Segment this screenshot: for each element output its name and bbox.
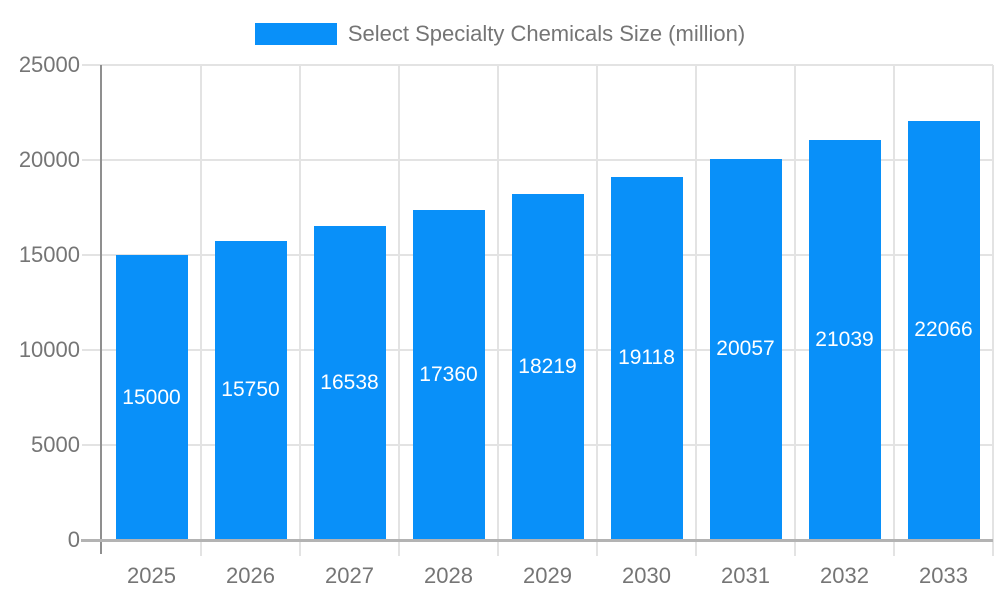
x-axis-line xyxy=(81,539,993,542)
gridline-vertical xyxy=(695,65,697,556)
gridline-horizontal xyxy=(82,159,993,161)
bar xyxy=(907,120,980,540)
y-axis-line xyxy=(100,65,102,554)
bar xyxy=(808,140,881,540)
bar xyxy=(313,225,386,540)
bar-value-label: 19118 xyxy=(618,346,675,370)
bar xyxy=(115,255,188,540)
gridline-vertical xyxy=(299,65,301,556)
gridline-vertical xyxy=(794,65,796,556)
x-axis-tick-label: 2029 xyxy=(523,563,572,588)
gridline-vertical xyxy=(497,65,499,556)
y-axis-tick-label: 25000 xyxy=(18,52,80,77)
legend-label: Select Specialty Chemicals Size (million… xyxy=(347,21,746,46)
x-axis-tick-label: 2027 xyxy=(325,563,374,588)
bar xyxy=(412,210,485,540)
bar-value-label: 15750 xyxy=(221,378,280,402)
gridline-vertical xyxy=(200,65,202,556)
bar-value-label: 15000 xyxy=(122,385,181,409)
bar-value-label: 17360 xyxy=(419,363,478,387)
x-axis-tick-label: 2033 xyxy=(919,563,968,588)
legend-item[interactable]: Select Specialty Chemicals Size (million… xyxy=(254,21,746,47)
gridline-vertical xyxy=(893,65,895,556)
bar-value-label: 22066 xyxy=(914,318,973,342)
bar-value-label: 18219 xyxy=(518,354,577,378)
x-axis-tick-label: 2031 xyxy=(721,563,770,588)
x-axis-tick-label: 2030 xyxy=(622,563,671,588)
x-axis-tick-label: 2025 xyxy=(127,563,176,588)
y-axis-tick-label: 15000 xyxy=(18,242,80,267)
bar xyxy=(709,158,782,540)
gridline-vertical xyxy=(398,65,400,556)
bar-value-label: 21039 xyxy=(815,328,874,352)
gridline-vertical xyxy=(596,65,598,556)
y-axis-tick-label: 5000 xyxy=(31,432,80,457)
x-axis-tick-label: 2028 xyxy=(424,563,473,588)
x-axis-tick-label: 2026 xyxy=(226,563,275,588)
y-axis-tick-label: 10000 xyxy=(18,337,80,362)
gridline-vertical xyxy=(992,65,994,556)
bar-value-label: 16538 xyxy=(320,370,379,394)
bar xyxy=(214,240,287,540)
bar xyxy=(511,193,584,540)
chart-legend: Select Specialty Chemicals Size (million… xyxy=(0,21,1000,47)
bar xyxy=(610,176,683,540)
plot-area: 15000 15750 16538 17360 18219 19118 20057 21039… xyxy=(82,64,994,556)
legend-swatch-icon xyxy=(254,23,337,45)
x-axis-tick-label: 2032 xyxy=(820,563,869,588)
gridline-horizontal xyxy=(82,64,993,66)
y-axis-tick-label: 20000 xyxy=(18,147,80,172)
y-axis-tick-label: 0 xyxy=(67,527,80,552)
bar-value-label: 20057 xyxy=(716,337,775,361)
